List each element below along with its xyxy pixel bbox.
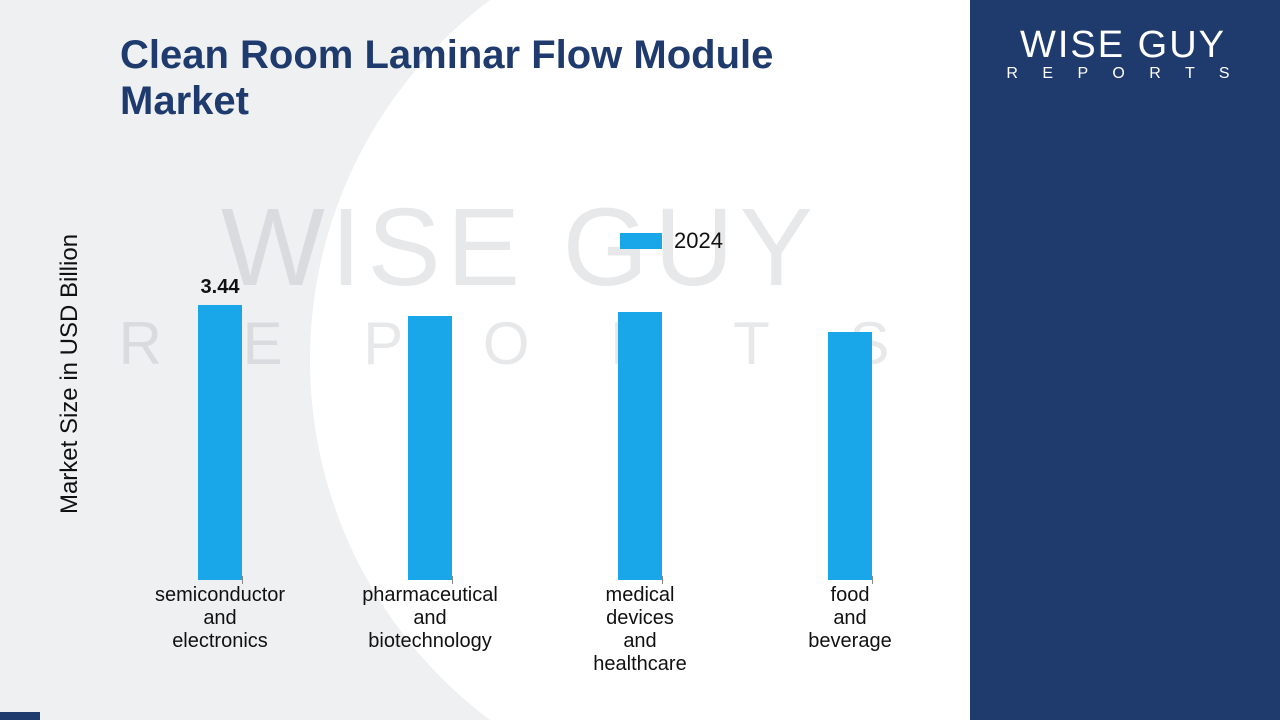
y-axis-label: Market Size in USD Billion	[56, 164, 84, 584]
bar	[618, 312, 662, 580]
axis-tick	[872, 576, 873, 584]
bar	[828, 332, 872, 580]
axis-tick	[662, 576, 663, 584]
chart-title: Clean Room Laminar Flow Module Market	[120, 32, 840, 124]
legend-label: 2024	[674, 228, 723, 254]
footer-accent	[0, 712, 40, 720]
sidebar-panel	[970, 0, 1280, 720]
category-label: foodandbeverage	[760, 584, 940, 653]
legend: 2024	[620, 228, 723, 254]
bar	[198, 305, 242, 580]
axis-tick	[242, 576, 243, 584]
bar-value-label: 3.44	[160, 276, 280, 299]
brand-logo: WISE GUY R E P O R T S	[988, 24, 1258, 83]
stage: WISE GUY R E P O R T S WISE GUY R E P O …	[0, 0, 1280, 720]
category-label: medicaldevicesandhealthcare	[550, 584, 730, 676]
axis-tick	[452, 576, 453, 584]
brand-line1: WISE GUY	[988, 24, 1258, 67]
category-label: semiconductorandelectronics	[130, 584, 310, 653]
category-label: pharmaceuticalandbiotechnology	[340, 584, 520, 653]
brand-line2: R E P O R T S	[988, 65, 1258, 83]
chart-plot-area: 3.44	[150, 260, 920, 580]
legend-swatch	[620, 233, 662, 249]
bar	[408, 316, 452, 580]
